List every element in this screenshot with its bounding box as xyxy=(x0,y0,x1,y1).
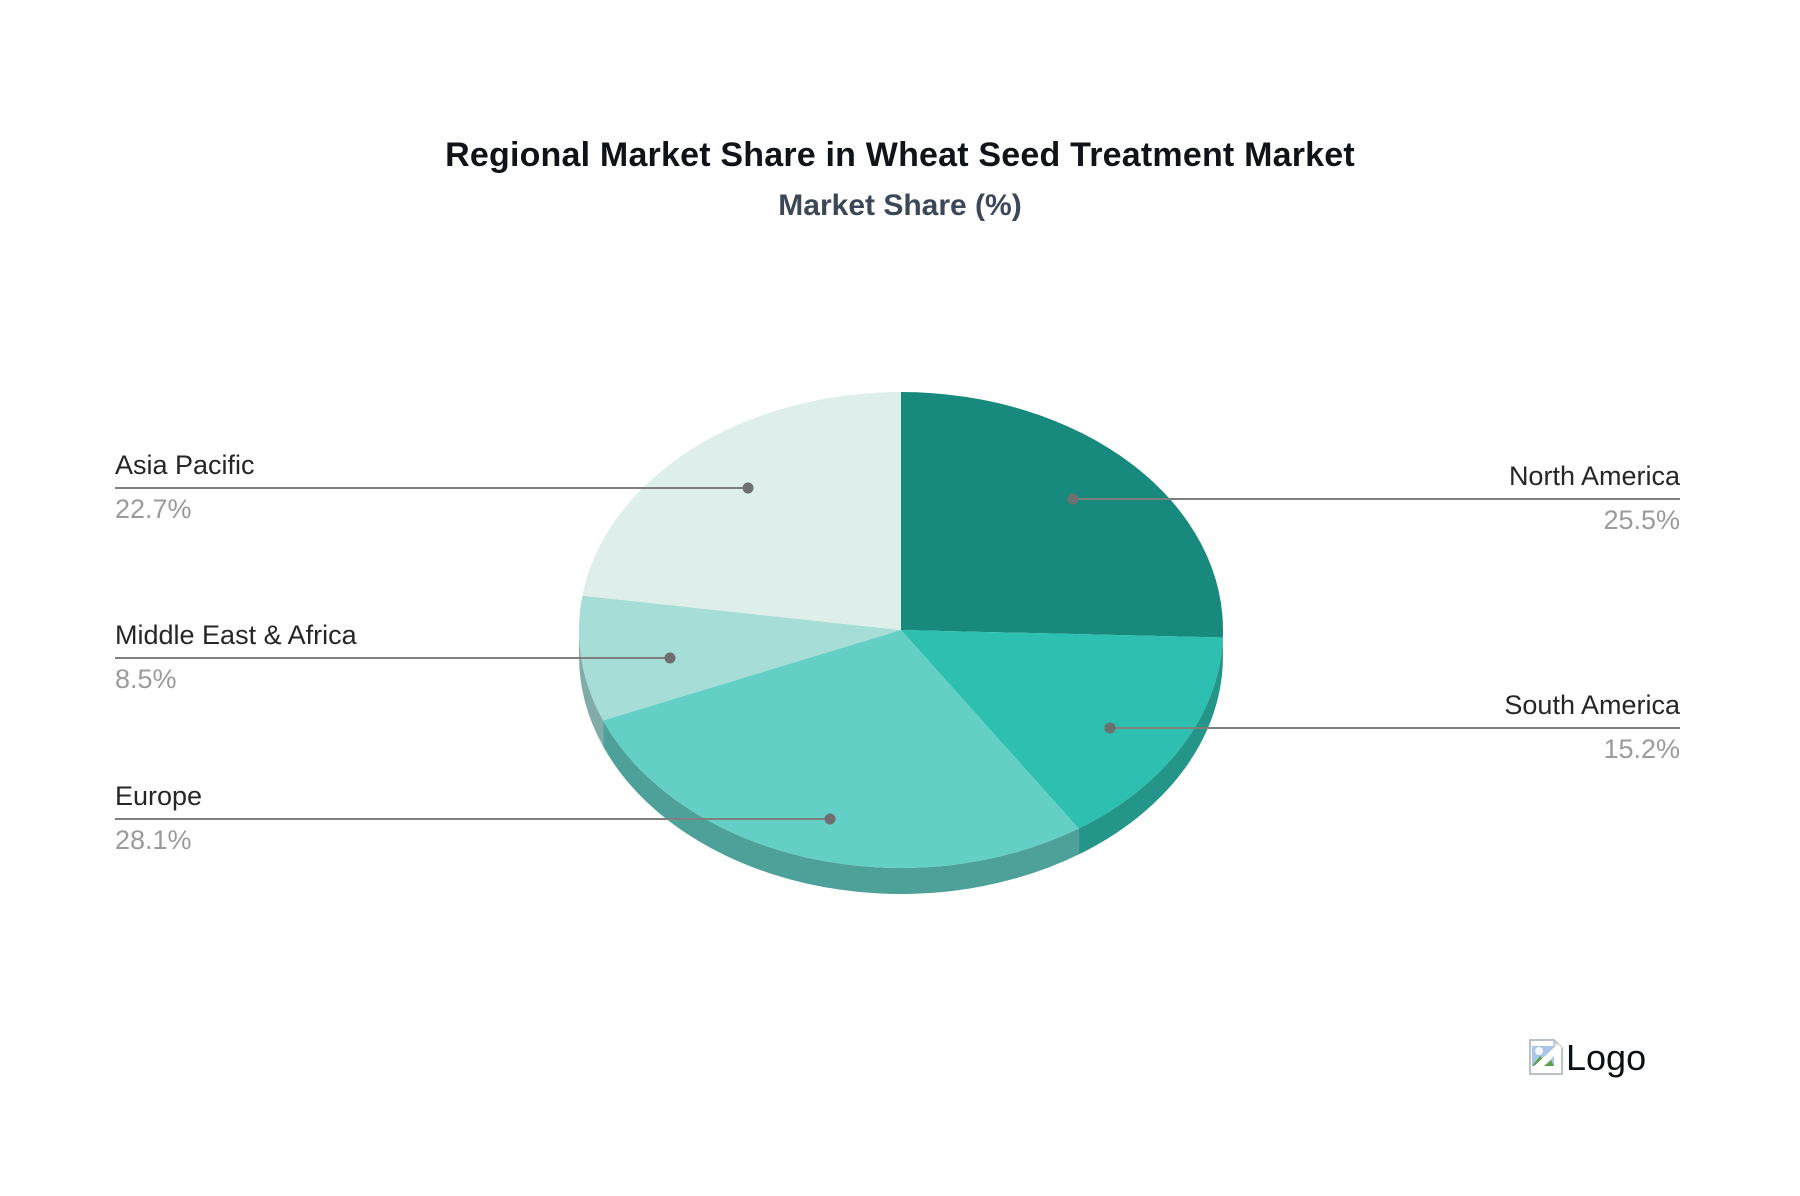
leader-dot-europe xyxy=(824,813,836,825)
pie-slice-south-america[interactable] xyxy=(901,630,1223,829)
chart-subtitle: Market Share (%) xyxy=(778,189,1022,222)
slice-value: 15.2% xyxy=(1603,734,1680,764)
pie-slice-middle-east-africa[interactable] xyxy=(578,595,901,721)
broken-image-icon xyxy=(1529,1038,1564,1075)
slice-label: North America xyxy=(1508,461,1680,491)
slice-value: 22.7% xyxy=(115,494,192,524)
pie-rim-south-america xyxy=(1078,637,1223,855)
slice-label: Asia Pacific xyxy=(115,450,255,480)
callout-south-america: South America 15.2% xyxy=(1504,692,1680,763)
pie-rim-middle-east-africa xyxy=(579,630,604,747)
callout-north-america: North America 25.5% xyxy=(1509,463,1680,534)
callout-europe: Europe 28.1% xyxy=(115,783,202,854)
chart-title: Regional Market Share in Wheat Seed Trea… xyxy=(445,136,1355,174)
slice-label: Middle East & Africa xyxy=(115,620,357,650)
logo: Logo xyxy=(1528,1038,1646,1076)
slice-value: 25.5% xyxy=(1603,505,1680,535)
leader-dot-south-america xyxy=(1104,722,1116,734)
slice-label: Europe xyxy=(115,781,203,811)
pie-slice-north-america[interactable] xyxy=(901,392,1223,638)
pie-rim-europe xyxy=(603,720,1079,895)
leader-dot-middle-east-africa xyxy=(664,652,676,664)
leader-dot-asia-pacific xyxy=(742,482,754,494)
slice-value: 8.5% xyxy=(115,664,177,694)
leader-dot-north-america xyxy=(1067,493,1079,505)
pie-slice-europe[interactable] xyxy=(603,630,1079,868)
slice-value: 28.1% xyxy=(115,825,192,855)
pie-slice-asia-pacific[interactable] xyxy=(582,392,901,630)
slice-label: South America xyxy=(1504,690,1680,720)
logo-alt-text: Logo xyxy=(1566,1037,1647,1078)
callout-asia-pacific: Asia Pacific 22.7% xyxy=(115,452,255,523)
callout-middle-east-africa: Middle East & Africa 8.5% xyxy=(115,622,357,693)
